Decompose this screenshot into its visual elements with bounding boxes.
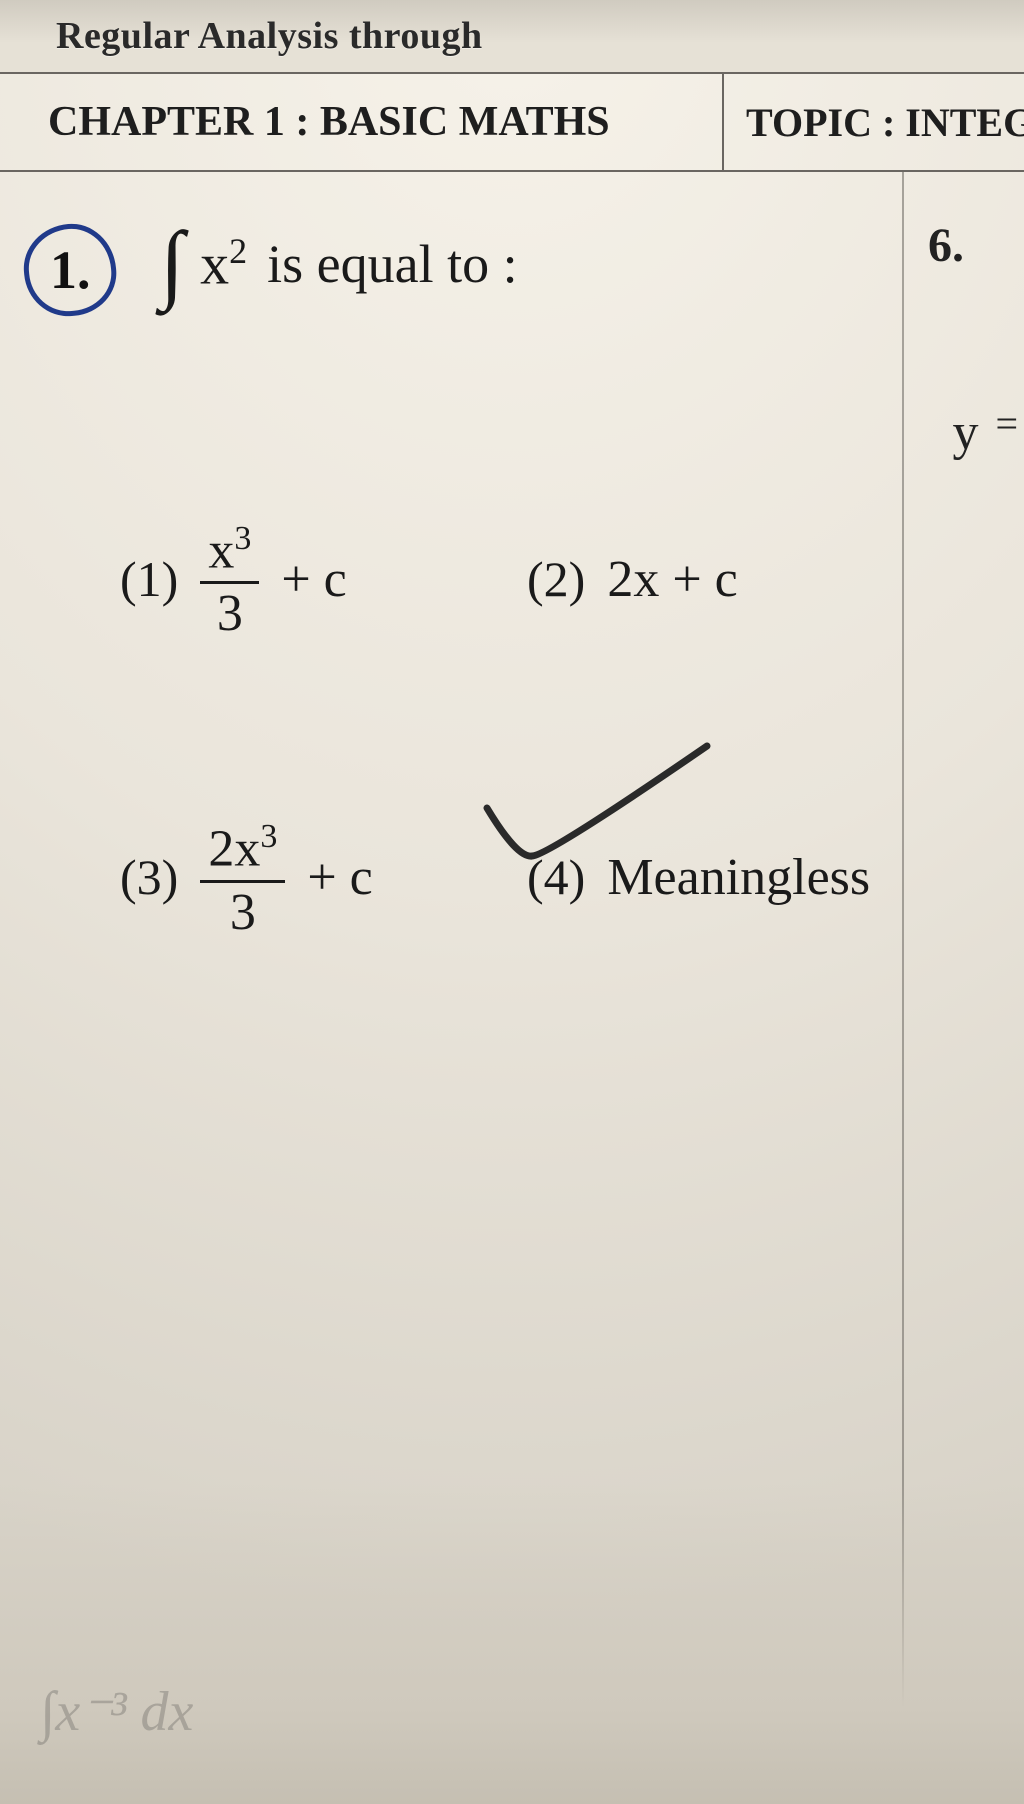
right-column: 6. y = [904,200,1024,462]
analysis-title: Regular Analysis through [56,14,483,58]
options-grid: (1) x3 3 + c (2) 2x + c (3) [120,520,874,937]
chapter-cell: CHAPTER 1 : BASIC MATHS [0,74,724,170]
topic-cell: TOPIC : INTEGRA [724,74,1024,170]
option-2: (2) 2x + c [527,550,874,609]
option-3-top-exp: 3 [260,818,277,855]
option-3-top-coeff: 2x [208,821,260,878]
question-number-circle: 1. [20,220,120,320]
option-1-suffix: + c [281,550,346,609]
option-3-suffix: + c [307,848,372,907]
option-3-fraction: 2x3 3 [200,820,285,938]
next-question-number: 6. [904,200,1024,273]
question-content: 1. ∫ x2 is equal to : (1) x3 3 + c (2 [0,200,894,1804]
option-3-bot: 3 [222,887,264,939]
topic-title: TOPIC : INTEGRA [746,99,1024,146]
fraction-bar [200,880,285,883]
integrand-exponent: 2 [229,231,247,271]
chapter-title: CHAPTER 1 : BASIC MATHS [48,98,610,146]
options-row-1: (1) x3 3 + c (2) 2x + c [120,520,874,638]
header-band: Regular Analysis through [0,0,1024,74]
option-1: (1) x3 3 + c [120,520,467,638]
option-4-expr: Meaningless [607,848,870,907]
equals-icon: = [995,401,1018,446]
option-4-label: (4) [527,848,585,906]
option-1-top-coeff: x [208,522,234,579]
y-equals: y = [904,273,1024,462]
fraction-bar [200,581,259,584]
y-label: y [952,404,978,461]
option-1-top-exp: 3 [234,520,251,557]
question-number: 1. [50,239,91,301]
option-2-expr: 2x + c [607,550,737,609]
options-row-2: (3) 2x3 3 + c (4) Meaningless [120,818,874,936]
integrand-base: x [200,231,229,296]
option-2-label: (2) [527,550,585,608]
integrand: x2 [200,230,247,297]
faint-scribble: ∫x⁻³ dx [40,1679,193,1744]
option-1-label: (1) [120,550,178,608]
option-3: (3) 2x3 3 + c [120,818,467,936]
question-stem: ∫ x2 is equal to : [160,230,518,297]
header-row-2: CHAPTER 1 : BASIC MATHS TOPIC : INTEGRA [0,74,1024,172]
option-1-bot: 3 [209,588,251,640]
question-tail: is equal to : [267,233,517,295]
option-4: (4) Meaningless [527,848,874,907]
option-3-label: (3) [120,848,178,906]
option-1-fraction: x3 3 [200,522,259,640]
